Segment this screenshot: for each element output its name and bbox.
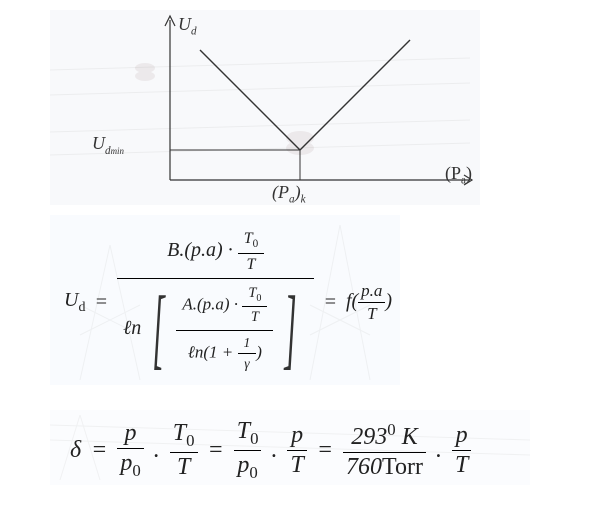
eq-c: = (311, 437, 339, 464)
equals-1: = (89, 291, 113, 314)
curve-left-branch (200, 50, 300, 150)
equation-delta-panel: δ = pp0 . T0T = T0p0 . pT = 2930 K 760To… (50, 410, 530, 485)
equals-2: = (318, 291, 342, 314)
frac-p-t-2: pT (452, 422, 471, 479)
equation-delta: δ = pp0 . T0T = T0p0 . pT = 2930 K 760To… (70, 418, 471, 483)
background-insulator-1 (135, 63, 155, 81)
paschen-graph-svg (50, 10, 480, 205)
ud-symbol: Ud (64, 289, 85, 316)
dot-3: . (430, 437, 448, 464)
curve-right-branch (300, 40, 410, 150)
equation-ud: Ud = B.(p.a) · T0T ℓn [ A.(p.a) · T0T ℓn… (64, 237, 392, 367)
paschen-curve-panel: Ud Udmin (Pa)k (Pa) (50, 10, 480, 205)
x-axis-label: (Pa) (445, 163, 472, 187)
frac-t0-t-1: T0T (170, 420, 198, 481)
main-denominator: ℓn [ A.(p.a) · T0T ℓn(1 + 1γ) ] (117, 279, 314, 378)
frac-p-t-1: pT (287, 422, 306, 479)
equation-ud-panel: Ud = B.(p.a) · T0T ℓn [ A.(p.a) · T0T ℓn… (50, 215, 400, 385)
f-term: f(p.aT) (346, 281, 392, 324)
frac-293-760: 2930 K 760Torr (343, 420, 426, 481)
dot-1: . (148, 437, 166, 464)
y-min-label: Udmin (92, 133, 124, 157)
delta-symbol: δ (70, 437, 81, 464)
main-fraction: B.(p.a) · T0T ℓn [ A.(p.a) · T0T ℓn(1 + … (117, 226, 314, 377)
frac-t0-p0: T0p0 (234, 418, 262, 483)
eq-a: = (85, 437, 113, 464)
y-axis-label: Ud (178, 14, 197, 38)
x-min-label: (Pa)k (272, 182, 306, 206)
dot-2: . (265, 437, 283, 464)
frac-p-p0: pp0 (117, 420, 143, 481)
eq-b: = (202, 437, 230, 464)
main-numerator: B.(p.a) · T0T (117, 226, 314, 278)
